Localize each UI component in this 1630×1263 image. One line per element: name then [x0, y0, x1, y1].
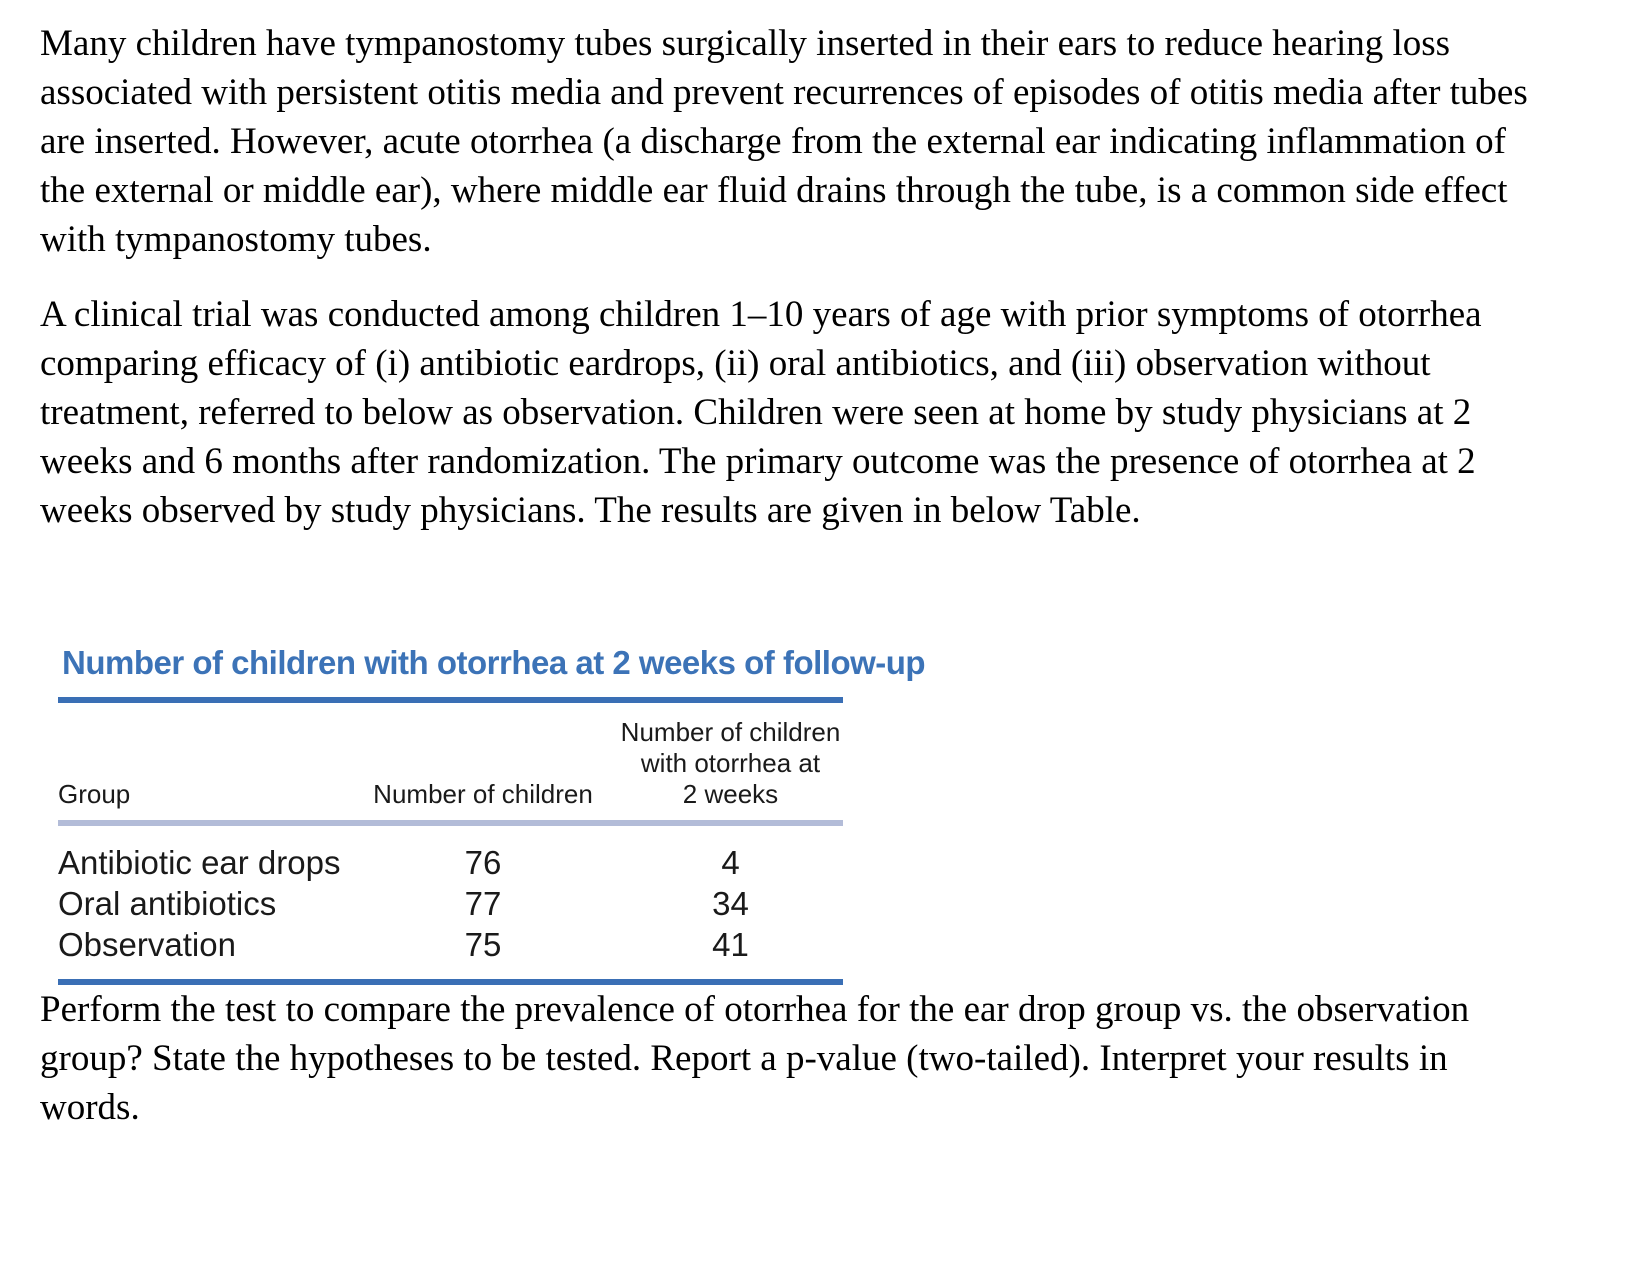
results-table-section: Number of children with otorrhea at 2 we… — [58, 643, 1590, 985]
children-cell: 76 — [464, 844, 502, 881]
column-header-number-of-children: Number of children — [373, 779, 593, 809]
table-row-oral-antibiotics: Oral antibiotics 77 34 — [58, 883, 843, 924]
column-header-group: Group — [58, 779, 131, 809]
group-cell: Oral antibiotics — [58, 885, 277, 922]
table-header: Group Number of children Number of child… — [58, 700, 843, 823]
results-table: Group Number of children Number of child… — [58, 697, 843, 985]
column-header-otorrhea-line-1: Number of children — [620, 717, 841, 747]
group-cell: Antibiotic ear drops — [58, 844, 341, 881]
group-cell: Observation — [58, 926, 236, 963]
table-header-row: Group Number of children Number of child… — [58, 700, 843, 823]
column-header-otorrhea-line-3: 2 weeks — [682, 779, 779, 809]
column-header-otorrhea-at-2-weeks: Number of children with otorrhea at 2 we… — [618, 700, 843, 823]
children-cell: 75 — [464, 926, 502, 963]
question-paragraph: Perform the test to compare the prevalen… — [40, 989, 1470, 1128]
otorrhea-cell: 34 — [712, 885, 749, 922]
children-cell: 77 — [464, 885, 502, 922]
table-row-antibiotic-ear-drops: Antibiotic ear drops 76 4 — [58, 823, 843, 883]
trial-paragraph: A clinical trial was conducted among chi… — [40, 294, 1482, 531]
otorrhea-cell: 41 — [712, 926, 749, 963]
document-page: Many children have tympanostomy tubes su… — [40, 23, 1590, 1128]
column-header-otorrhea-line-2: with otorrhea at — [640, 748, 821, 778]
table-body: Antibiotic ear drops 76 4 Oral antibioti… — [58, 823, 843, 982]
table-row-observation: Observation 75 41 — [58, 924, 843, 982]
table-title: Number of children with otorrhea at 2 we… — [62, 644, 926, 681]
intro-paragraph: Many children have tympanostomy tubes su… — [40, 23, 1528, 260]
otorrhea-cell: 4 — [721, 844, 740, 881]
